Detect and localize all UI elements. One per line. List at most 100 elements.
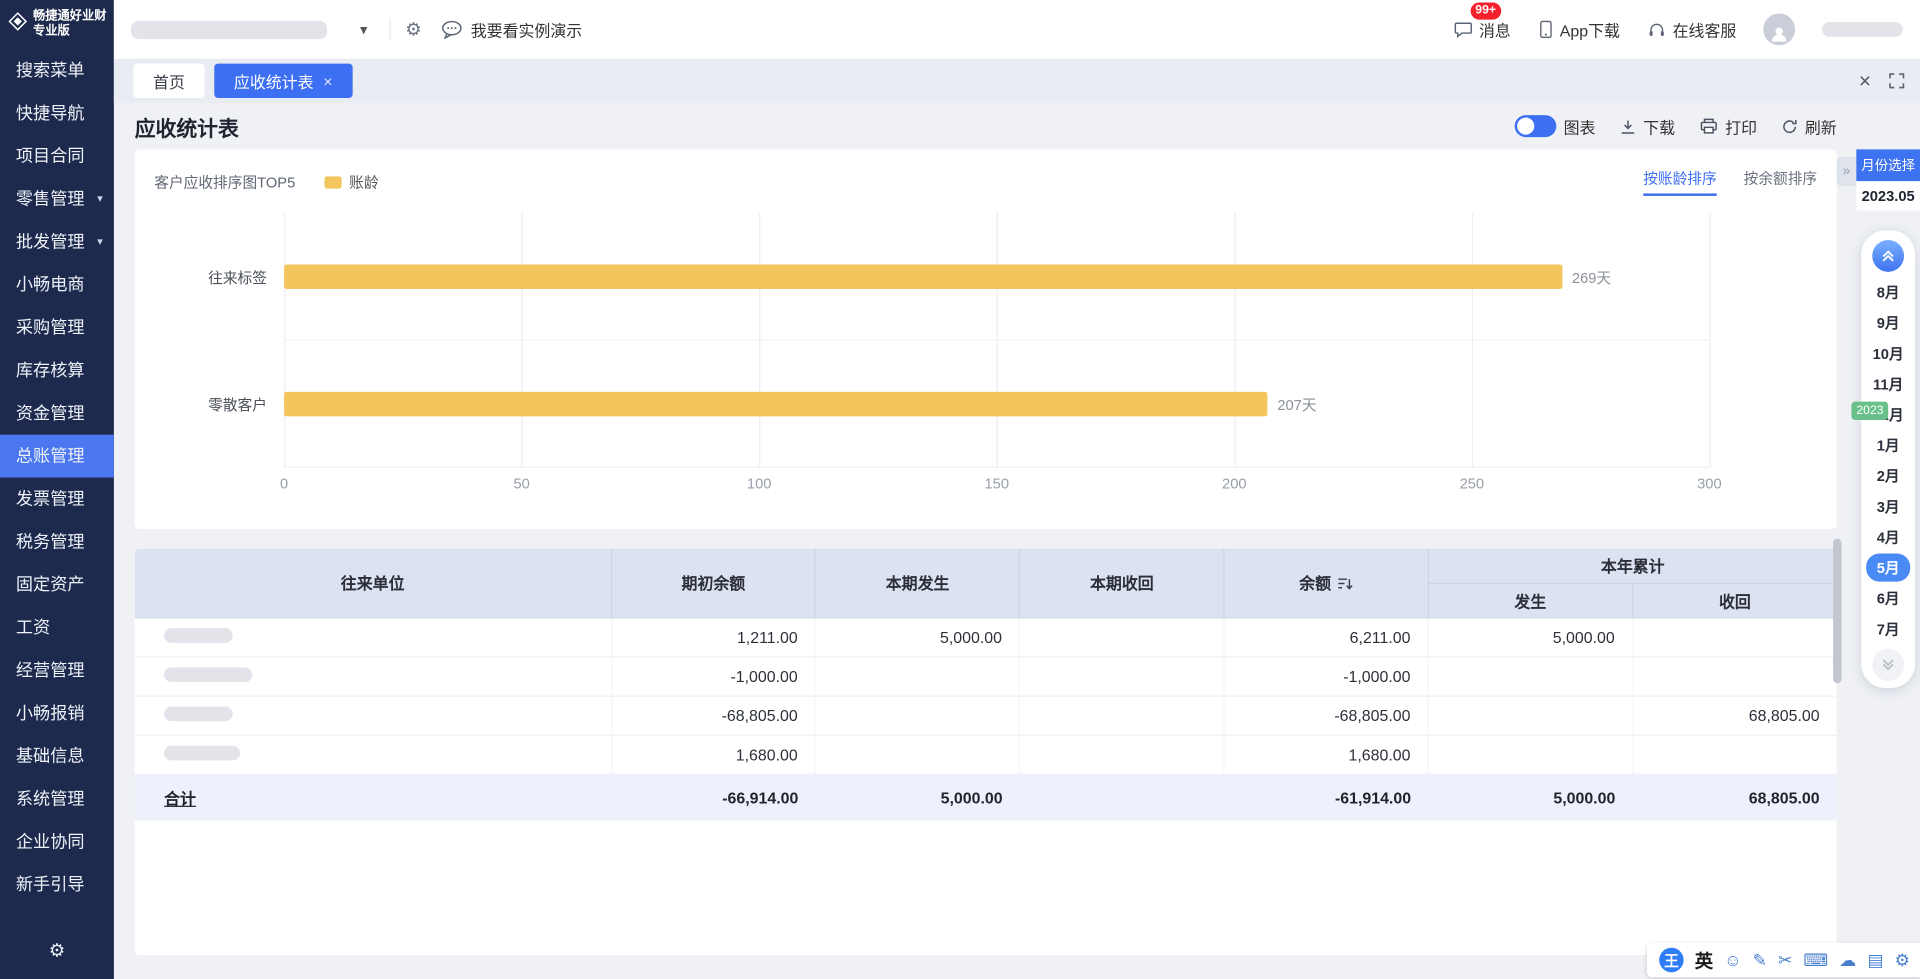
sort-by-balance-tab[interactable]: 按余额排序 bbox=[1743, 170, 1818, 188]
tab-receivables-report[interactable]: 应收统计表 × bbox=[214, 63, 353, 98]
org-selector-dropdown[interactable]: ▾ bbox=[124, 11, 375, 48]
month-selector-panel: 月份选择 2023.05 8月9月10月11月12月1月2月3月4月5月6月7月 bbox=[1851, 103, 1920, 979]
month-item-7月[interactable]: 7月 bbox=[1876, 620, 1900, 638]
redacted-customer-name bbox=[164, 627, 233, 643]
sidebar-item-19[interactable]: 新手引导 bbox=[0, 863, 114, 906]
month-scroll-up-button[interactable] bbox=[1872, 240, 1905, 272]
chart-bars: 往来标签 269天 零散客户 207天 bbox=[154, 213, 1817, 468]
messages-button[interactable]: 99+ 消息 bbox=[1453, 1, 1511, 41]
month-item-8月[interactable]: 8月 bbox=[1876, 284, 1900, 302]
table-cell bbox=[1019, 695, 1225, 736]
sidebar-item-16[interactable]: 基础信息 bbox=[0, 735, 114, 778]
fullscreen-icon[interactable] bbox=[1888, 72, 1905, 89]
month-item-4月[interactable]: 4月 bbox=[1876, 528, 1900, 547]
total-cell: -61,914.00 bbox=[1223, 773, 1429, 820]
month-item-10月[interactable]: 10月 bbox=[1872, 345, 1904, 363]
table-row[interactable]: -1,000.00 -1,000.00 bbox=[134, 656, 1837, 697]
legend-label: 账龄 bbox=[349, 173, 379, 192]
gear-icon[interactable]: ⚙ bbox=[1894, 950, 1910, 970]
ime-toolbar: 王 英 ☺ ✎ ✂ ⌨ ☁ ▤ ⚙ bbox=[1646, 942, 1920, 978]
customer-name-cell bbox=[134, 656, 612, 697]
sidebar-item-10[interactable]: 发票管理 bbox=[0, 478, 114, 521]
sidebar-item-8[interactable]: 资金管理 bbox=[0, 392, 114, 435]
download-button[interactable]: 下载 bbox=[1620, 114, 1675, 137]
month-item-5月[interactable]: 5月 bbox=[1866, 553, 1911, 582]
col-header-unit: 往来单位 bbox=[134, 548, 612, 618]
total-link[interactable]: 合计 bbox=[164, 789, 196, 808]
scissors-icon[interactable]: ✂ bbox=[1778, 950, 1793, 970]
sidebar-item-5[interactable]: 小畅电商 bbox=[0, 263, 114, 306]
collapse-panel-handle[interactable]: » bbox=[1836, 156, 1857, 187]
bar-chart: 往来标签 269天 零散客户 207天 0 50 100 150 200 250 300 bbox=[154, 213, 1817, 507]
sidebar-item-12[interactable]: 固定资产 bbox=[0, 563, 114, 606]
sidebar-item-label: 系统管理 bbox=[15, 788, 85, 809]
sidebar-item-7[interactable]: 库存核算 bbox=[0, 349, 114, 392]
month-item-6月[interactable]: 6月 bbox=[1876, 590, 1900, 608]
pen-icon[interactable]: ✎ bbox=[1752, 950, 1767, 970]
tab-home[interactable]: 首页 bbox=[133, 63, 205, 98]
ime-logo[interactable]: 王 bbox=[1659, 947, 1684, 973]
month-item-3月[interactable]: 3月 bbox=[1876, 498, 1900, 516]
avatar[interactable] bbox=[1763, 13, 1796, 46]
month-item-1月[interactable]: 1月 bbox=[1876, 437, 1900, 455]
sidebar-item-4[interactable]: 批发管理 ▾ bbox=[0, 220, 114, 263]
customer-name-cell bbox=[134, 617, 612, 657]
sidebar-item-label: 小畅报销 bbox=[15, 702, 85, 723]
table-row[interactable]: 1,680.00 1,680.00 bbox=[134, 734, 1837, 775]
cloud-icon[interactable]: ☁ bbox=[1839, 950, 1857, 970]
chat-icon bbox=[1454, 22, 1472, 39]
total-cell bbox=[1019, 773, 1224, 820]
online-service-button[interactable]: 在线客服 bbox=[1647, 18, 1736, 41]
sidebar-item-6[interactable]: 采购管理 bbox=[0, 306, 114, 349]
sidebar-item-15[interactable]: 小畅报销 bbox=[0, 692, 114, 735]
emoji-icon[interactable]: ☺ bbox=[1724, 950, 1742, 970]
sidebar-item-13[interactable]: 工资 bbox=[0, 606, 114, 649]
person-icon bbox=[1771, 27, 1787, 42]
sidebar-item-14[interactable]: 经营管理 bbox=[0, 649, 114, 692]
table-cell bbox=[1019, 656, 1225, 697]
clipboard-icon[interactable]: ▤ bbox=[1867, 950, 1884, 970]
keyboard-icon[interactable]: ⌨ bbox=[1803, 950, 1829, 970]
legend-item[interactable]: 账龄 bbox=[324, 171, 379, 192]
print-button[interactable]: 打印 bbox=[1700, 114, 1757, 137]
redacted-username[interactable] bbox=[1822, 22, 1903, 37]
sidebar-item-18[interactable]: 企业协同 bbox=[0, 820, 114, 863]
month-item-9月[interactable]: 9月 bbox=[1876, 314, 1900, 332]
sidebar-item-0[interactable]: 搜索菜单 bbox=[0, 49, 114, 92]
sidebar-settings-gear-icon[interactable]: ⚙ bbox=[48, 940, 66, 962]
messages-badge: 99+ bbox=[1470, 1, 1501, 19]
redacted-customer-name bbox=[164, 666, 253, 682]
refresh-button[interactable]: 刷新 bbox=[1782, 114, 1837, 137]
sidebar-item-11[interactable]: 税务管理 bbox=[0, 520, 114, 563]
month-panel-title: 月份选择 bbox=[1856, 149, 1920, 182]
chart-view-toggle[interactable]: 图表 bbox=[1514, 114, 1595, 138]
sidebar-item-3[interactable]: 零售管理 ▾ bbox=[0, 178, 114, 221]
month-scroll-down-button[interactable] bbox=[1872, 648, 1905, 681]
table-row[interactable]: 1,211.00 5,000.00 6,211.00 5,000.00 bbox=[134, 617, 1837, 657]
scrollbar-thumb[interactable] bbox=[1833, 538, 1842, 684]
bar[interactable] bbox=[284, 264, 1563, 289]
demo-link[interactable]: 我要看实例演示 bbox=[441, 18, 582, 41]
sidebar-item-1[interactable]: 快捷导航 bbox=[0, 92, 114, 135]
sort-by-aging-tab[interactable]: 按账龄排序 bbox=[1643, 168, 1717, 196]
speech-bubble-icon bbox=[442, 20, 463, 40]
month-item-2月[interactable]: 2月 bbox=[1876, 467, 1900, 485]
table-row[interactable]: -68,805.00 -68,805.00 68,805.00 bbox=[134, 695, 1837, 736]
sidebar-item-17[interactable]: 系统管理 bbox=[0, 778, 114, 821]
category-label: 零散客户 bbox=[208, 396, 267, 414]
download-label: 下载 bbox=[1643, 118, 1676, 137]
sidebar-item-9[interactable]: 总账管理 bbox=[0, 434, 114, 478]
sort-icon[interactable] bbox=[1337, 577, 1353, 592]
sidebar-item-2[interactable]: 项目合同 bbox=[0, 135, 114, 178]
month-item-11月[interactable]: 11月 bbox=[1873, 375, 1904, 394]
col-header-balance[interactable]: 余额 bbox=[1223, 548, 1429, 618]
toggle-switch[interactable] bbox=[1514, 115, 1557, 138]
year-badge: 2023 bbox=[1851, 401, 1889, 421]
tab-close-icon[interactable]: × bbox=[323, 71, 333, 91]
app-download-button[interactable]: App下载 bbox=[1538, 18, 1620, 41]
bar[interactable] bbox=[284, 391, 1268, 417]
settings-gear-icon[interactable]: ⚙ bbox=[405, 19, 422, 41]
chart-head: 客户应收排序图TOP5 账龄 按账龄排序 按余额排序 bbox=[135, 149, 1837, 196]
close-icon[interactable]: × bbox=[1858, 69, 1872, 93]
ime-language-mode[interactable]: 英 bbox=[1694, 950, 1714, 972]
